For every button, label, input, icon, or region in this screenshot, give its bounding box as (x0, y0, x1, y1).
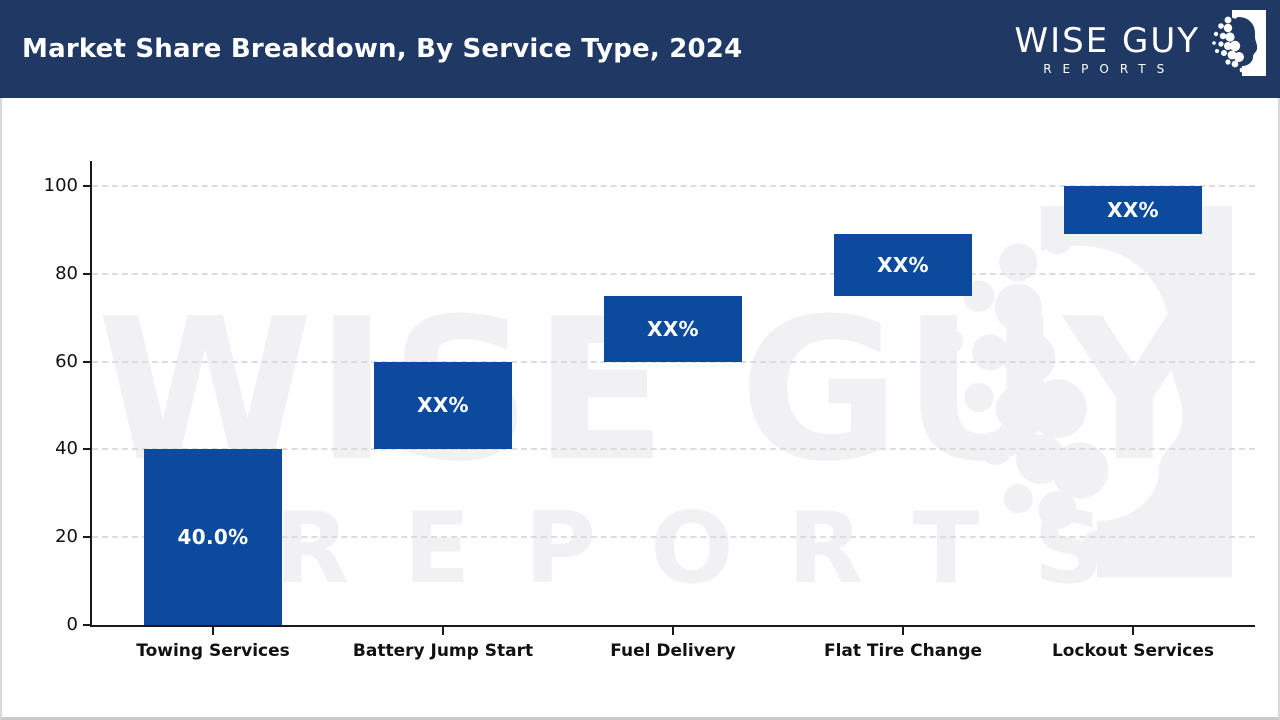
brand-wordmark: WISE GUY REPORTS (1014, 24, 1200, 75)
y-tick-label-80: 80 (55, 262, 78, 284)
x-tick-1 (442, 627, 444, 635)
page-title: Market Share Breakdown, By Service Type,… (22, 34, 743, 64)
y-tick-label-100: 100 (43, 175, 78, 196)
x-tick-0 (212, 627, 214, 635)
brand-name: WISE GUY (1014, 20, 1200, 61)
y-tick-label-60: 60 (55, 350, 78, 372)
gridline-60 (92, 360, 1255, 363)
y-tick-80 (83, 272, 92, 275)
x-category-label: Flat Tire Change (823, 641, 983, 661)
y-tick-20 (83, 536, 92, 539)
bar-flat-tire-change: XX% (834, 234, 972, 296)
y-axis-spine (90, 161, 92, 627)
bar-value-label: XX% (647, 316, 699, 341)
bar-value-label: XX% (417, 393, 469, 418)
bar-fuel-delivery: XX% (604, 295, 742, 362)
watermark-text-reports: REPORTS (274, 492, 1159, 606)
header-bar: Market Share Breakdown, By Service Type,… (0, 0, 1280, 98)
bar-lockout-services: XX% (1064, 186, 1202, 235)
x-tick-3 (902, 627, 904, 635)
x-category-label: Lockout Services (1051, 641, 1215, 661)
x-category-label: Fuel Delivery (610, 641, 736, 661)
x-category-label: Towing Services (136, 641, 290, 661)
y-tick-label-40: 40 (55, 438, 78, 460)
bar-battery-jump-start: XX% (374, 361, 512, 450)
bar-value-label: XX% (1107, 198, 1159, 223)
x-tick-4 (1132, 627, 1134, 635)
x-tick-2 (672, 627, 674, 635)
x-category-label: Battery Jump Start (352, 641, 534, 661)
bar-towing-services: 40.0% (144, 449, 282, 625)
gridline-100 (92, 185, 1255, 187)
brand-logo: WISE GUY REPORTS (1014, 10, 1266, 88)
gridline-40 (92, 448, 1255, 451)
gridline-20 (92, 536, 1255, 539)
bar-value-label: 40.0% (177, 525, 249, 550)
y-tick-label-0: 0 (66, 614, 78, 635)
y-tick-100 (83, 185, 92, 187)
x-axis-spine (90, 625, 1255, 627)
gridline-80 (92, 272, 1255, 275)
wiseguy-head-icon (1212, 10, 1266, 76)
y-tick-label-20: 20 (55, 526, 78, 548)
bar-value-label: XX% (877, 253, 929, 277)
y-tick-60 (83, 360, 92, 363)
y-tick-40 (83, 448, 92, 451)
chart-panel: WISE GUY REPORTS 0 20 40 60 80 100 40.0% Towing… (0, 98, 1280, 720)
y-tick-0 (83, 624, 92, 626)
brand-subname: REPORTS (1043, 61, 1176, 76)
